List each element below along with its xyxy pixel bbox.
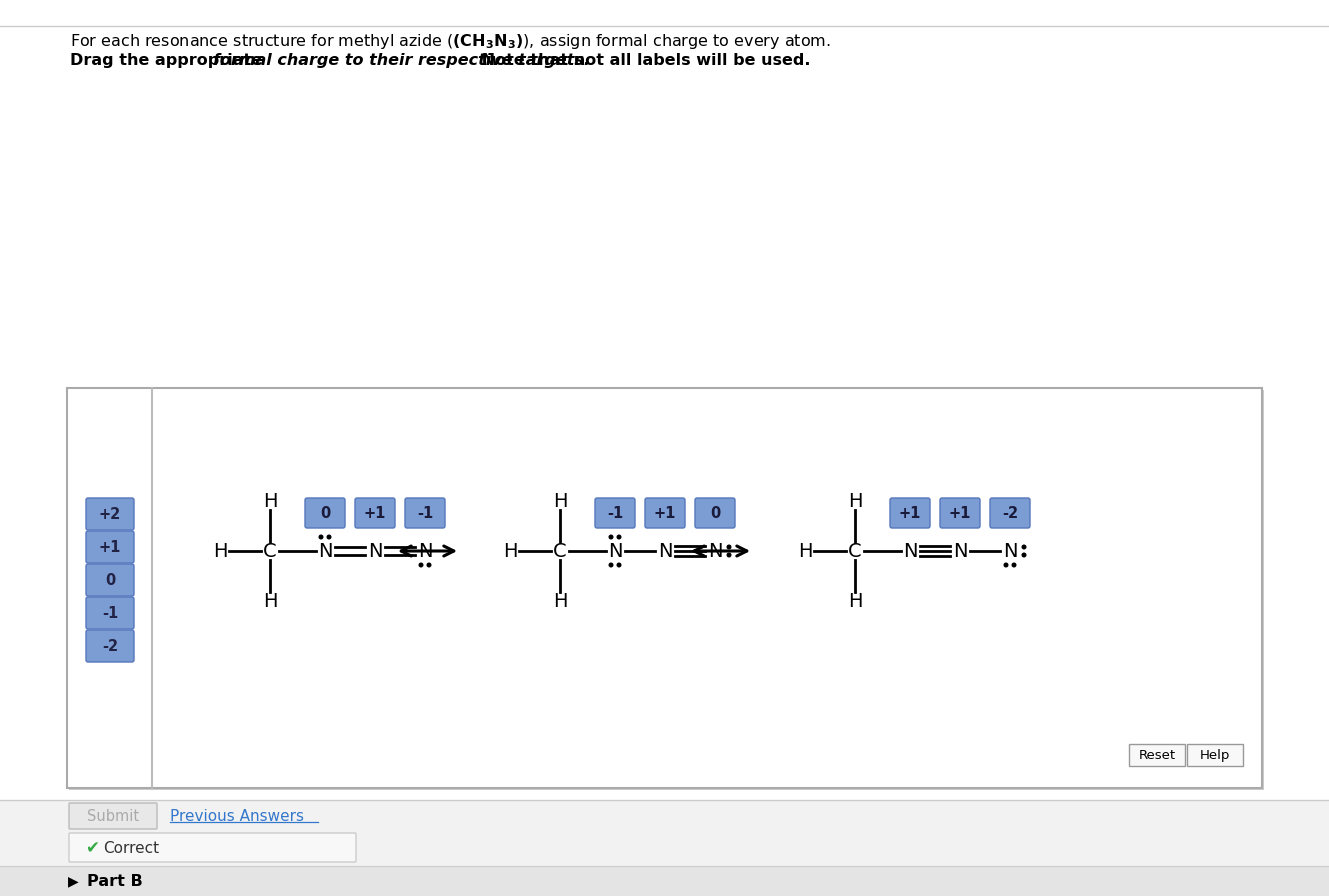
FancyBboxPatch shape xyxy=(86,564,134,596)
Text: N: N xyxy=(902,541,917,561)
Text: Note that not all labels will be used.: Note that not all labels will be used. xyxy=(476,53,811,67)
Text: -2: -2 xyxy=(102,639,118,653)
Text: N: N xyxy=(318,541,332,561)
Text: 0: 0 xyxy=(320,505,330,521)
Text: Previous Answers: Previous Answers xyxy=(170,808,304,823)
Circle shape xyxy=(1005,564,1007,567)
FancyBboxPatch shape xyxy=(695,498,735,528)
Text: H: H xyxy=(848,492,863,511)
FancyBboxPatch shape xyxy=(890,498,930,528)
Text: formal charge to their respective targets.: formal charge to their respective target… xyxy=(213,53,590,67)
Text: +1: +1 xyxy=(364,505,387,521)
Text: N: N xyxy=(953,541,968,561)
Circle shape xyxy=(617,564,621,567)
Circle shape xyxy=(727,545,731,548)
Text: +1: +1 xyxy=(654,505,676,521)
Text: -2: -2 xyxy=(1002,505,1018,521)
Circle shape xyxy=(427,564,431,567)
Circle shape xyxy=(419,564,423,567)
FancyBboxPatch shape xyxy=(304,498,346,528)
Circle shape xyxy=(319,535,323,538)
Text: +1: +1 xyxy=(898,505,921,521)
Circle shape xyxy=(617,535,621,538)
Text: N: N xyxy=(658,541,672,561)
Bar xyxy=(0,866,1329,896)
FancyBboxPatch shape xyxy=(405,498,445,528)
Text: N: N xyxy=(417,541,432,561)
Text: ✔: ✔ xyxy=(85,839,98,857)
Text: -1: -1 xyxy=(607,505,623,521)
Text: C: C xyxy=(848,541,861,561)
Text: +2: +2 xyxy=(98,506,121,521)
FancyBboxPatch shape xyxy=(645,498,684,528)
Text: H: H xyxy=(263,591,278,610)
Circle shape xyxy=(1022,545,1026,548)
Text: H: H xyxy=(553,591,567,610)
Circle shape xyxy=(609,535,613,538)
Text: H: H xyxy=(502,541,517,561)
Text: 0: 0 xyxy=(710,505,720,521)
Bar xyxy=(66,388,1263,788)
FancyBboxPatch shape xyxy=(940,498,979,528)
FancyBboxPatch shape xyxy=(990,498,1030,528)
FancyBboxPatch shape xyxy=(86,597,134,629)
Text: ▶: ▶ xyxy=(68,874,78,888)
Text: H: H xyxy=(213,541,227,561)
Text: N: N xyxy=(607,541,622,561)
FancyBboxPatch shape xyxy=(69,803,157,829)
Text: For each resonance structure for methyl azide ($\mathbf{(CH_3N_3)}$), assign for: For each resonance structure for methyl … xyxy=(70,31,831,50)
FancyBboxPatch shape xyxy=(1187,744,1243,766)
Text: N: N xyxy=(368,541,383,561)
Text: N: N xyxy=(1003,541,1017,561)
Text: Drag the appropriate: Drag the appropriate xyxy=(70,53,267,67)
Text: C: C xyxy=(553,541,566,561)
FancyBboxPatch shape xyxy=(86,498,134,530)
Bar xyxy=(69,390,1264,790)
Bar xyxy=(0,800,1329,896)
Text: H: H xyxy=(263,492,278,511)
Text: Help: Help xyxy=(1200,748,1231,762)
Text: H: H xyxy=(797,541,812,561)
FancyBboxPatch shape xyxy=(595,498,635,528)
Text: H: H xyxy=(848,591,863,610)
Circle shape xyxy=(1022,553,1026,556)
FancyBboxPatch shape xyxy=(86,630,134,662)
Text: 0: 0 xyxy=(105,573,116,588)
FancyBboxPatch shape xyxy=(1130,744,1185,766)
Circle shape xyxy=(609,564,613,567)
Text: +1: +1 xyxy=(98,539,121,555)
Text: Submit: Submit xyxy=(86,808,140,823)
Circle shape xyxy=(327,535,331,538)
Circle shape xyxy=(727,553,731,556)
Circle shape xyxy=(1013,564,1015,567)
FancyBboxPatch shape xyxy=(86,531,134,563)
Text: Reset: Reset xyxy=(1139,748,1176,762)
Text: C: C xyxy=(263,541,276,561)
FancyBboxPatch shape xyxy=(69,833,356,862)
Text: -1: -1 xyxy=(102,606,118,621)
Text: Part B: Part B xyxy=(86,874,142,889)
Text: -1: -1 xyxy=(417,505,433,521)
Text: H: H xyxy=(553,492,567,511)
Text: N: N xyxy=(708,541,722,561)
FancyBboxPatch shape xyxy=(355,498,395,528)
Text: +1: +1 xyxy=(949,505,971,521)
Text: Correct: Correct xyxy=(104,840,159,856)
